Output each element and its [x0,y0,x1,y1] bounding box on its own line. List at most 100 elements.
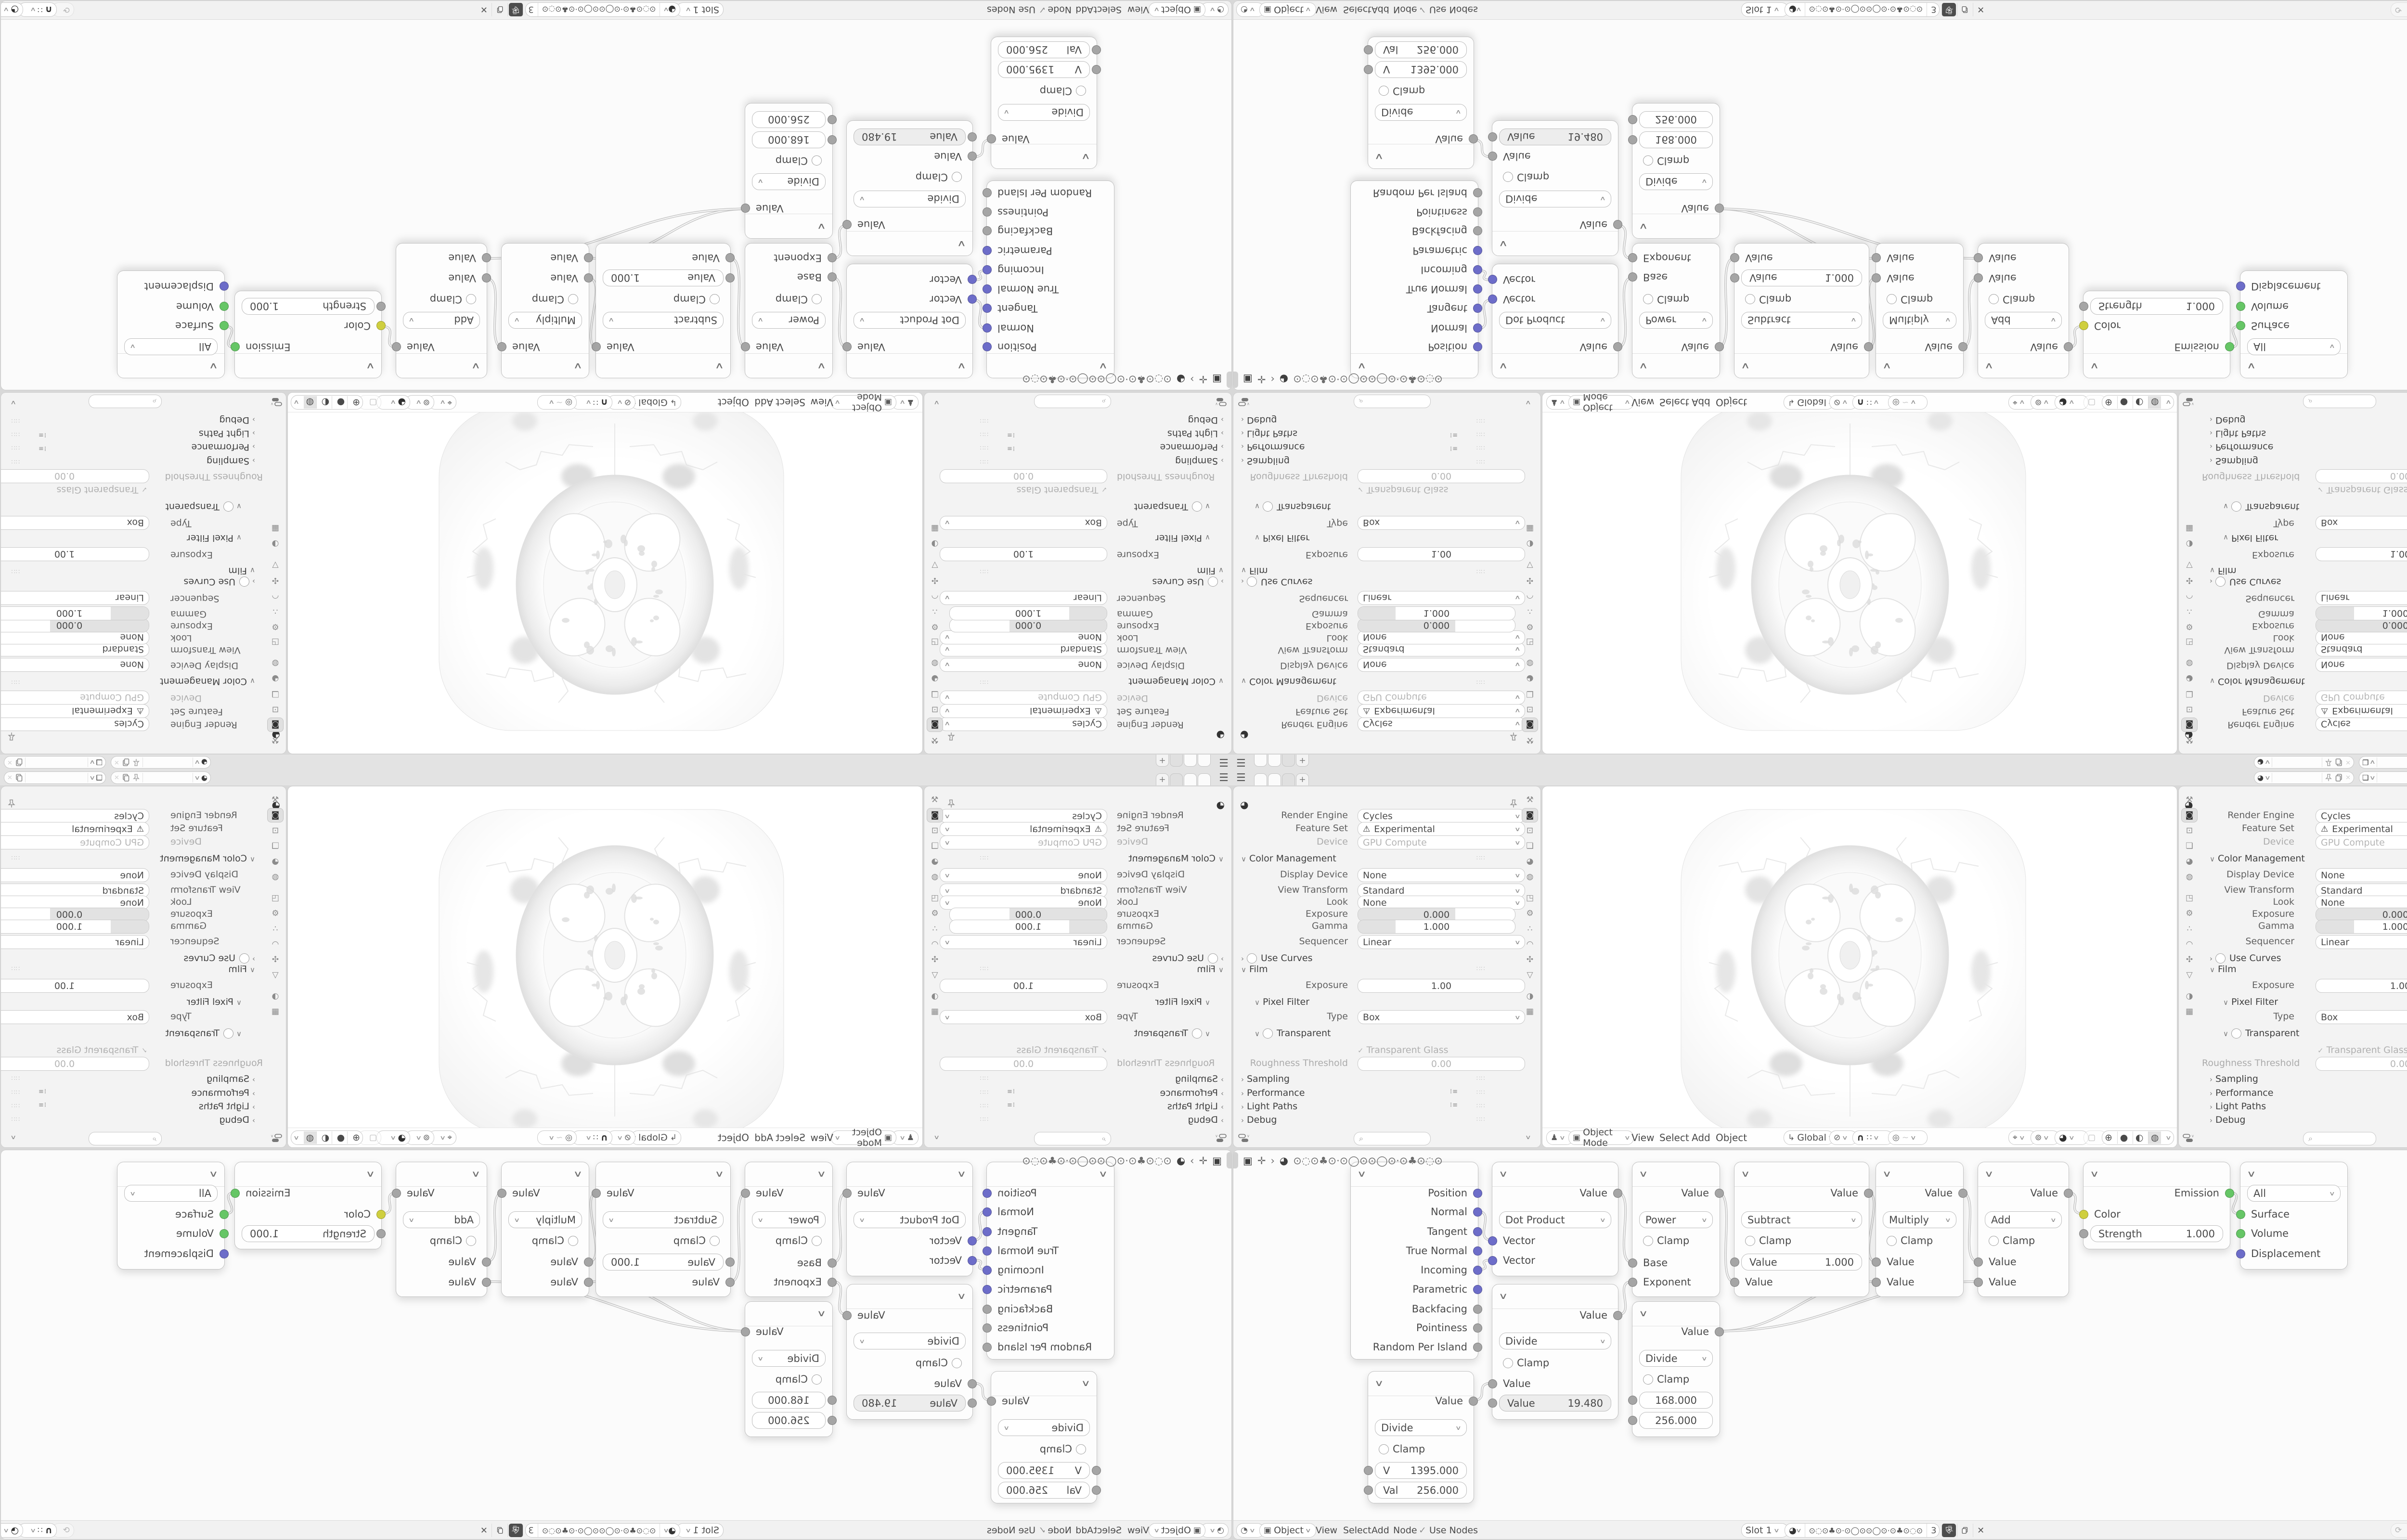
copy-icon[interactable] [2335,758,2343,767]
node-operation-dropdown[interactable]: Multiply ∨ [508,1211,582,1228]
panel-header[interactable]: ›Debug [219,415,255,425]
properties-tab-texture[interactable]: ▦ [271,524,280,533]
panel-drag-grip[interactable]: ∷∷ [11,965,20,973]
socket-in-value[interactable] [1974,1278,1983,1287]
prop-slider[interactable]: 0.000 [1358,618,1515,632]
node-vector-math-dot[interactable]: ∨ Value Dot Product ∨ Vector Vector [1488,264,1622,378]
node-value-field[interactable]: Value 19.480 [1499,128,1611,145]
node-value-field[interactable]: Value 1.000 [603,270,724,286]
socket-in-shader[interactable] [220,1229,229,1238]
node-header[interactable]: ∨ [1632,1162,1720,1187]
properties-tab-particles[interactable]: ∴ [1527,924,1533,934]
node-clamp-checkbox[interactable]: Clamp [396,290,487,309]
view-layer-name-field[interactable] [25,757,88,767]
pin-icon[interactable] [946,730,956,741]
node-material-output[interactable]: ∨ All ∨ Surface Volume Displacement [117,270,229,378]
panel-header[interactable]: ∨Pixel Filter [1255,533,1310,543]
socket-in-value[interactable] [828,272,837,282]
display-filter-toggle[interactable]: ∨ [2182,1132,2194,1146]
snap-controls[interactable]: ∩ ∷ ∨ [1852,395,1893,410]
socket-out-value[interactable] [392,1189,401,1198]
socket-out-vector[interactable] [1473,1266,1482,1275]
socket-in-shader[interactable] [220,1210,229,1219]
socket-out-value[interactable] [842,1189,852,1198]
socket-out-vector[interactable] [983,342,992,351]
socket-in-value[interactable] [584,253,593,262]
socket-in-vector[interactable] [220,1249,229,1258]
properties-tab-object[interactable]: ◳ [931,893,939,903]
display-filter-toggle[interactable]: ∨ [1237,1132,1250,1146]
workspace-tab[interactable] [1184,773,1197,785]
prop-dropdown[interactable]: Cycles∨ [940,809,1107,823]
panel-header[interactable]: ›Performance [191,1088,255,1098]
panel-header[interactable]: ›Sampling [2210,1074,2258,1084]
shading-material-icon[interactable]: ◐ [319,396,332,409]
material-selector[interactable]: ◕ ∨ ⊙◌⊙♣⊙·⊙◯⊙⊙◯⊙·⊙♣⊙◌⊙ 3 ⛨ ✕ [1785,1523,1984,1538]
properties-tab-object-data[interactable]: ▽ [932,970,938,980]
node-geometry[interactable]: ∨ Position Normal Tangent True Normal Incomin… [1350,1162,1482,1360]
socket-in-value[interactable] [1628,1396,1637,1405]
node-operation-dropdown[interactable]: Power ∨ [752,312,826,329]
node-value-field[interactable]: Value 19.480 [854,128,966,145]
socket-in-value[interactable] [1872,1258,1881,1267]
panel-drag-grip[interactable]: ∷∷ [979,458,988,465]
socket-out-value[interactable] [1864,1189,1873,1198]
node-menu-view[interactable]: View [1316,1525,1338,1536]
prop-field[interactable]: 1.00 [1358,979,1525,993]
panel-header[interactable]: ∨Film [228,565,255,576]
workspace-tab[interactable] [1282,755,1295,767]
pin-icon[interactable] [2324,758,2333,767]
properties-tab-output[interactable]: ⊡ [2186,705,2193,714]
properties-tab-texture[interactable]: ▦ [1526,1007,1534,1016]
node-menu-node[interactable]: Node [1048,4,1072,15]
node-menu-add[interactable]: Add [1075,4,1093,15]
node-clamp-checkbox[interactable]: Clamp [1734,1231,1869,1250]
properties-tab-output[interactable]: ⊡ [2186,826,2193,835]
properties-tab-world[interactable]: ◍ [272,658,279,668]
prop-dropdown[interactable]: None∨ [940,630,1107,644]
proportional-editing[interactable]: ◎ ~ ∨ [537,1130,577,1145]
panel-drag-grip[interactable]: ∷∷ [979,678,988,685]
node-header[interactable]: ∨ [1368,1372,1474,1396]
viewport-menu-view[interactable]: View [1631,1132,1655,1143]
properties-tab-material[interactable]: ◑ [272,539,279,549]
prop-dropdown[interactable]: Box∨ [2316,516,2407,530]
prop-field[interactable]: 1.00 [2316,547,2407,561]
workspace-tab[interactable] [1254,755,1267,767]
panel-drag-grip[interactable]: ∷∷ [1476,567,1486,575]
properties-tab-output[interactable]: ⊡ [1526,705,1534,714]
panel-header[interactable]: ›Use Curves [2210,577,2281,587]
socket-out-value[interactable] [392,342,401,351]
properties-tab-modifiers[interactable]: ⚙ [272,909,279,918]
properties-tab-modifiers[interactable]: ⚙ [272,622,279,631]
properties-tab-tool[interactable]: ⚒ [931,735,939,745]
socket-out-value[interactable] [842,220,852,229]
panel-header[interactable]: ∨Pixel Filter [2223,533,2278,543]
panel-drag-grip[interactable]: ∷∷ [979,444,988,451]
material-selector[interactable]: ◕ ∨ ⊙◌⊙♣⊙·⊙◯⊙⊙◯⊙·⊙♣⊙◌⊙ 3 ⛨ ✕ [476,2,680,17]
panel-drag-grip[interactable]: ∷∷ [1476,430,1486,437]
node-math-multiply[interactable]: ∨ Value Multiply ∨ Clamp Value Value [1872,243,1967,378]
panel-drag-grip[interactable]: ∷∷ [11,678,20,685]
node-header[interactable]: ∨ [1492,353,1618,378]
node-value-field[interactable]: Val 256.000 [1375,41,1467,58]
properties-tab-view-layer[interactable]: ❏ [2186,841,2193,851]
panel-header[interactable]: ›Use Curves [183,577,255,587]
socket-out-vector[interactable] [1473,342,1482,351]
node-clamp-checkbox[interactable]: Clamp [1632,151,1720,170]
prop-slider[interactable]: 0.000 [1358,908,1515,922]
search-input[interactable]: ⌕ [2303,1132,2376,1145]
socket-in-value[interactable] [828,1278,837,1287]
viewport-model[interactable] [438,808,785,1136]
prop-dropdown[interactable]: ⚠Experimental∨ [1,822,149,836]
footer-chevron-icon[interactable]: ∨ [933,1134,940,1141]
scene-name-field[interactable] [142,757,194,767]
node-clamp-checkbox[interactable]: Clamp [1368,81,1474,101]
node-operation-dropdown[interactable]: Subtract ∨ [603,1211,724,1228]
orientation-dropdown[interactable]: ↳Global∨ [1784,1130,1834,1145]
node-math-subtract[interactable]: ∨ Value Subtract ∨ Clamp Value 1.000 Value [1730,243,1873,378]
node-clamp-checkbox[interactable]: Clamp [1876,290,1963,309]
node-clamp-checkbox[interactable]: Clamp [396,1231,487,1250]
slot-dropdown[interactable]: Slot 1 ∨ [1741,2,1788,17]
socket-out-vector[interactable] [1473,323,1482,333]
